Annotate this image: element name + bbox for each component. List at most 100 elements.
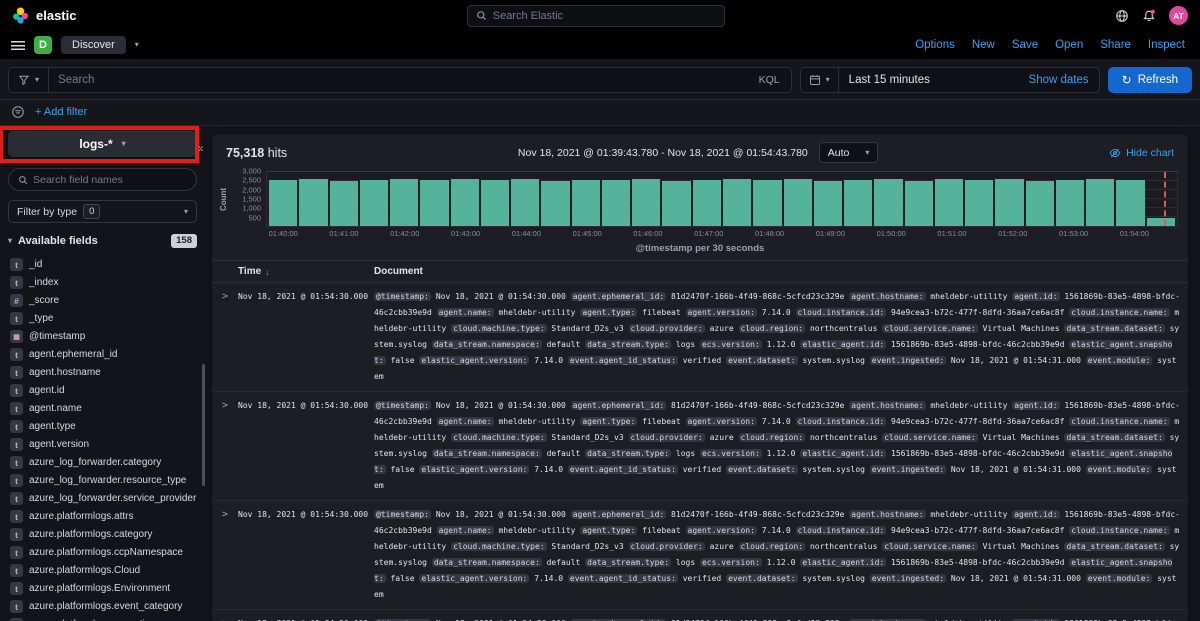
query-input[interactable]	[49, 74, 748, 86]
field-item[interactable]: t azure_log_forwarder.resource_type	[8, 471, 197, 489]
doc-field-value: filebeat	[642, 526, 681, 535]
histogram-plot[interactable]	[266, 171, 1178, 227]
histogram-bar[interactable]	[995, 178, 1024, 226]
filter-circle-icon[interactable]	[11, 105, 25, 119]
field-item[interactable]: t azure.platformlogs.category	[8, 525, 197, 543]
user-avatar[interactable]: AT	[1168, 6, 1188, 25]
field-item[interactable]: t azure.platformlogs.Cloud	[8, 561, 197, 579]
histogram-bar[interactable]	[390, 178, 419, 226]
doc-field-name: agent.version:	[685, 417, 757, 426]
histogram-bar[interactable]	[722, 179, 752, 226]
nav-action-new[interactable]: New	[971, 39, 995, 51]
filter-by-type-button[interactable]: Filter by type 0 ▾	[8, 200, 197, 223]
time-column-header[interactable]: Time ↓	[238, 266, 374, 277]
sidebar-scrollbar[interactable]	[202, 364, 205, 486]
histogram-bar[interactable]	[753, 180, 782, 226]
nav-action-inspect[interactable]: Inspect	[1147, 39, 1185, 51]
expand-row-button[interactable]: >	[221, 291, 229, 302]
histogram-bar[interactable]	[601, 180, 631, 226]
field-item[interactable]: # _score	[8, 291, 197, 309]
expand-row-button[interactable]: >	[221, 509, 229, 520]
field-type-icon: t	[10, 564, 23, 577]
histogram-bar[interactable]	[844, 179, 873, 226]
field-item[interactable]: t agent.name	[8, 399, 197, 417]
available-fields-header[interactable]: ▾ Available fields 158	[8, 234, 197, 248]
histogram-y-axis: Count 500 1,000 1,500 2,000 2,500 3,000	[220, 167, 266, 227]
field-item[interactable]: t azure.platformlogs.event_category	[8, 597, 197, 615]
field-search[interactable]	[8, 168, 197, 191]
field-item[interactable]: t azure_log_forwarder.service_provider	[8, 489, 197, 507]
histogram-bar[interactable]	[904, 180, 933, 226]
histogram-bar[interactable]	[1116, 180, 1145, 226]
histogram-bar[interactable]	[511, 178, 540, 226]
histogram-bar[interactable]	[541, 181, 570, 226]
histogram-bar[interactable]	[692, 179, 721, 226]
kql-search-box[interactable]: ▾ KQL	[8, 67, 792, 93]
field-item[interactable]: t agent.type	[8, 417, 197, 435]
histogram-bar[interactable]	[450, 179, 479, 226]
menu-hamburger-icon[interactable]	[11, 40, 25, 50]
index-pattern-select[interactable]: logs-* ▾	[8, 131, 197, 157]
field-item[interactable]: t azure.platformlogs.Environment	[8, 579, 197, 597]
filter-count-badge: 0	[83, 204, 101, 219]
histogram-bar[interactable]	[632, 179, 661, 226]
histogram-bar[interactable]	[813, 181, 843, 226]
saved-query-menu-button[interactable]: ▾	[9, 68, 50, 92]
field-item[interactable]: t azure.platformlogs.attrs	[8, 507, 197, 525]
query-language-button[interactable]: KQL	[758, 74, 780, 86]
histogram-bar[interactable]	[420, 180, 449, 226]
histogram-bar[interactable]	[571, 179, 600, 226]
histogram-bar[interactable]	[783, 178, 812, 226]
doc-field-name: agent.name:	[436, 308, 494, 317]
histogram-bar[interactable]	[934, 179, 964, 226]
nav-action-save[interactable]: Save	[1011, 39, 1039, 51]
field-item[interactable]: t agent.id	[8, 381, 197, 399]
nav-action-open[interactable]: Open	[1055, 39, 1084, 51]
hide-chart-button[interactable]: Hide chart	[1109, 147, 1174, 159]
field-item[interactable]: t azure_log_forwarder.category	[8, 453, 197, 471]
nav-action-share[interactable]: Share	[1100, 39, 1131, 51]
space-badge[interactable]: D	[34, 36, 52, 54]
doc-field-name: cloud.instance.id:	[795, 308, 887, 317]
global-search[interactable]	[466, 4, 725, 27]
expand-row-button[interactable]: >	[212, 616, 238, 621]
nav-action-options[interactable]: Options	[915, 39, 955, 51]
histogram-bar[interactable]	[329, 180, 358, 226]
time-range-button[interactable]: Last 15 minutes	[848, 74, 930, 86]
field-item[interactable]: t agent.version	[8, 435, 197, 453]
add-filter-link[interactable]: + Add filter	[35, 106, 88, 118]
histogram-bar[interactable]	[965, 180, 994, 226]
date-quick-menu-button[interactable]: ▾	[801, 68, 839, 92]
histogram-bar[interactable]	[299, 179, 328, 226]
histogram-bar[interactable]	[1086, 179, 1115, 226]
refresh-button[interactable]: ↻ Refresh	[1107, 67, 1192, 93]
histogram-bar[interactable]	[269, 179, 298, 226]
histogram-bar[interactable]	[874, 179, 903, 226]
collapse-sidebar-icon[interactable]: «	[197, 141, 204, 155]
field-item[interactable]: t agent.hostname	[8, 363, 197, 381]
field-item[interactable]: ▦ @timestamp	[8, 327, 197, 345]
histogram-bar[interactable]	[1055, 179, 1085, 226]
field-item[interactable]: t _id	[8, 255, 197, 273]
field-item[interactable]: t _type	[8, 309, 197, 327]
field-item[interactable]: t azure.platformlogs.operation_name	[8, 615, 197, 621]
field-item[interactable]: t agent.ephemeral_id	[8, 345, 197, 363]
global-search-input[interactable]	[492, 9, 716, 22]
globe-icon[interactable]	[1115, 9, 1129, 23]
histogram-bar[interactable]	[1146, 218, 1175, 226]
breadcrumb-discover[interactable]: Discover	[61, 36, 126, 54]
histogram-bar[interactable]	[480, 180, 510, 226]
field-item[interactable]: t azure.platformlogs.ccpNamespace	[8, 543, 197, 561]
alerts-bell-icon[interactable]	[1142, 9, 1156, 23]
field-search-input[interactable]	[33, 173, 187, 186]
chevron-down-icon[interactable]: ▾	[134, 40, 139, 49]
show-dates-link[interactable]: Show dates	[1028, 74, 1089, 86]
histogram-bar[interactable]	[1025, 180, 1054, 226]
histogram-bar[interactable]	[662, 180, 691, 226]
histogram-bar[interactable]	[359, 179, 389, 226]
doc-field-value: Nov 18, 2021 @ 01:54:31.000	[950, 465, 1081, 474]
interval-select[interactable]: Auto ▾	[818, 142, 879, 163]
row-document: @timestamp: Nov 18, 2021 @ 01:54:30.000 …	[374, 398, 1188, 494]
field-item[interactable]: t _index	[8, 273, 197, 291]
expand-row-button[interactable]: >	[221, 400, 229, 411]
